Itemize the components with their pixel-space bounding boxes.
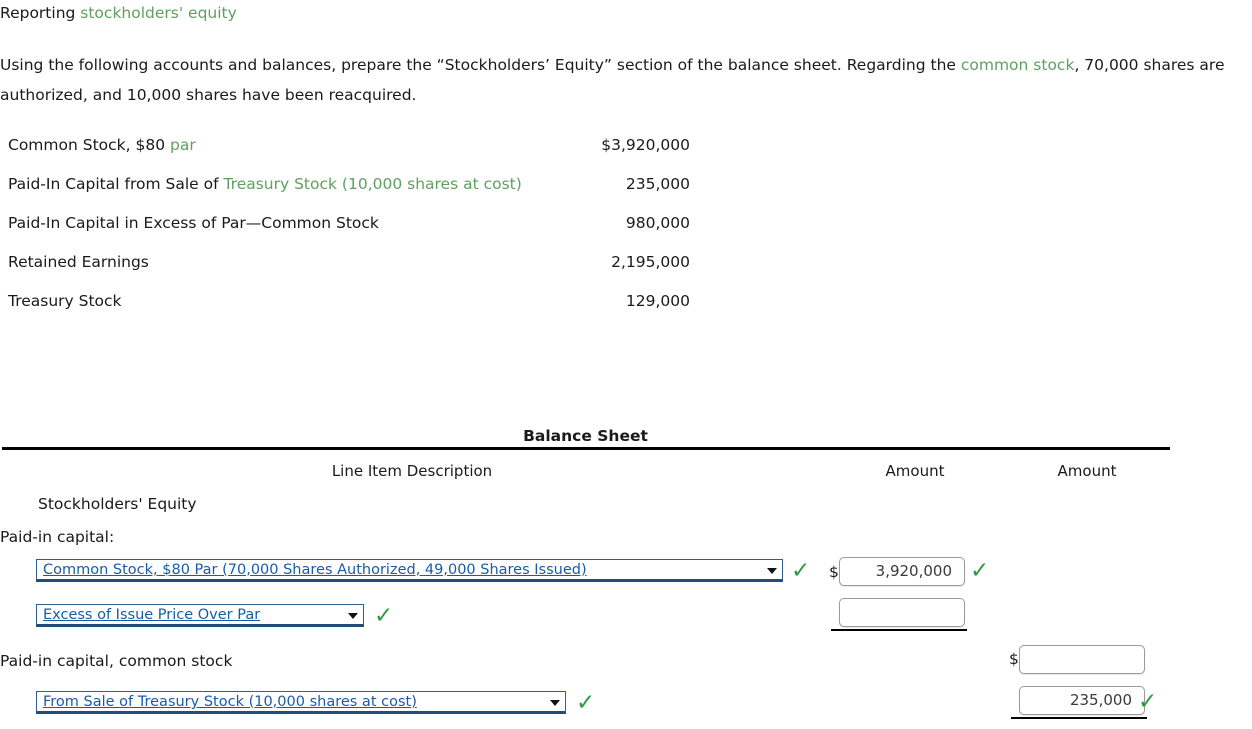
subtotal-rule <box>831 629 967 631</box>
account-label-highlight: par <box>170 136 196 154</box>
account-amount: $3,920,000 <box>601 136 690 154</box>
account-label-text: Paid-In Capital in Excess of Par—Common … <box>8 214 379 232</box>
column-header-amount-2: Amount <box>1057 462 1117 480</box>
amount-input-common-stock[interactable]: 3,920,000 <box>839 557 965 586</box>
table-row: Common Stock, $80 par $3,920,000 <box>0 126 690 165</box>
account-label-text: Common Stock, $80 <box>8 136 171 154</box>
select-value: Common Stock, $80 Par (70,000 Shares Aut… <box>43 562 587 578</box>
intro-highlight-common-stock: common stock <box>960 56 1075 74</box>
intro-text-1: Using the following accounts and balance… <box>0 56 961 74</box>
column-header-description: Line Item Description <box>331 462 493 480</box>
table-row: Treasury Stock 129,000 <box>0 282 690 321</box>
page-title: Reporting stockholders' equity <box>0 4 237 22</box>
amount-input-excess-of-issue-price[interactable] <box>839 598 965 627</box>
balance-sheet-top-rule <box>2 447 1170 450</box>
table-row: Retained Earnings 2,195,000 <box>0 243 690 282</box>
account-label: Paid-In Capital in Excess of Par—Common … <box>0 204 570 243</box>
account-amount: 129,000 <box>625 292 690 310</box>
accounts-balances-table: Common Stock, $80 par $3,920,000 Paid-In… <box>0 126 690 321</box>
account-label: Common Stock, $80 par <box>0 126 570 165</box>
account-amount: 980,000 <box>625 214 690 232</box>
select-line-item-treasury-stock[interactable]: From Sale of Treasury Stock (10,000 shar… <box>36 691 566 714</box>
check-icon: ✓ <box>1138 689 1158 715</box>
check-icon: ✓ <box>374 603 394 629</box>
select-line-item-common-stock[interactable]: Common Stock, $80 Par (70,000 Shares Aut… <box>36 559 783 582</box>
intro-text-2: , 70,000 shares are authorized, and 10,0… <box>0 56 1225 104</box>
select-value: Excess of Issue Price Over Par <box>43 607 261 623</box>
amount-input-paid-in-capital-common-stock[interactable] <box>1019 645 1145 674</box>
subtotal-rule <box>1011 717 1147 719</box>
account-amount: 235,000 <box>625 175 690 193</box>
page-title-highlight: stockholders' equity <box>80 4 237 22</box>
account-amount: 2,195,000 <box>611 253 690 271</box>
dollar-sign: $ <box>1009 650 1019 668</box>
page-title-prefix: Reporting <box>0 4 81 22</box>
column-header-amount-1: Amount <box>885 462 945 480</box>
table-row: Paid-In Capital in Excess of Par—Common … <box>0 204 690 243</box>
select-value: From Sale of Treasury Stock (10,000 shar… <box>43 694 417 710</box>
section-label-stockholders-equity: Stockholders' Equity <box>38 495 197 513</box>
chevron-down-icon[interactable] <box>550 700 560 706</box>
account-label-text: Treasury Stock <box>8 292 122 310</box>
label-paid-in-capital: Paid-in capital: <box>0 528 115 546</box>
account-label: Retained Earnings <box>0 243 570 282</box>
account-label-text: Paid-In Capital from Sale of <box>8 175 224 193</box>
check-icon: ✓ <box>791 558 811 584</box>
account-label-text: Retained Earnings <box>8 253 149 271</box>
check-icon: ✓ <box>970 558 990 584</box>
account-label-highlight: Treasury Stock (10,000 shares at cost) <box>223 175 522 193</box>
account-label: Treasury Stock <box>0 282 570 321</box>
table-row: Paid-In Capital from Sale of Treasury St… <box>0 165 690 204</box>
check-icon: ✓ <box>576 690 596 716</box>
chevron-down-icon[interactable] <box>348 613 358 619</box>
balance-sheet-title: Balance Sheet <box>523 427 648 445</box>
select-line-item-excess-of-issue-price[interactable]: Excess of Issue Price Over Par <box>36 604 364 627</box>
dollar-sign: $ <box>829 563 839 581</box>
label-paid-in-capital-common-stock: Paid-in capital, common stock <box>0 652 233 670</box>
chevron-down-icon[interactable] <box>767 568 777 574</box>
amount-input-treasury-stock[interactable]: 235,000 <box>1019 686 1145 715</box>
intro-paragraph: Using the following accounts and balance… <box>0 50 1252 110</box>
account-label: Paid-In Capital from Sale of Treasury St… <box>0 165 570 204</box>
